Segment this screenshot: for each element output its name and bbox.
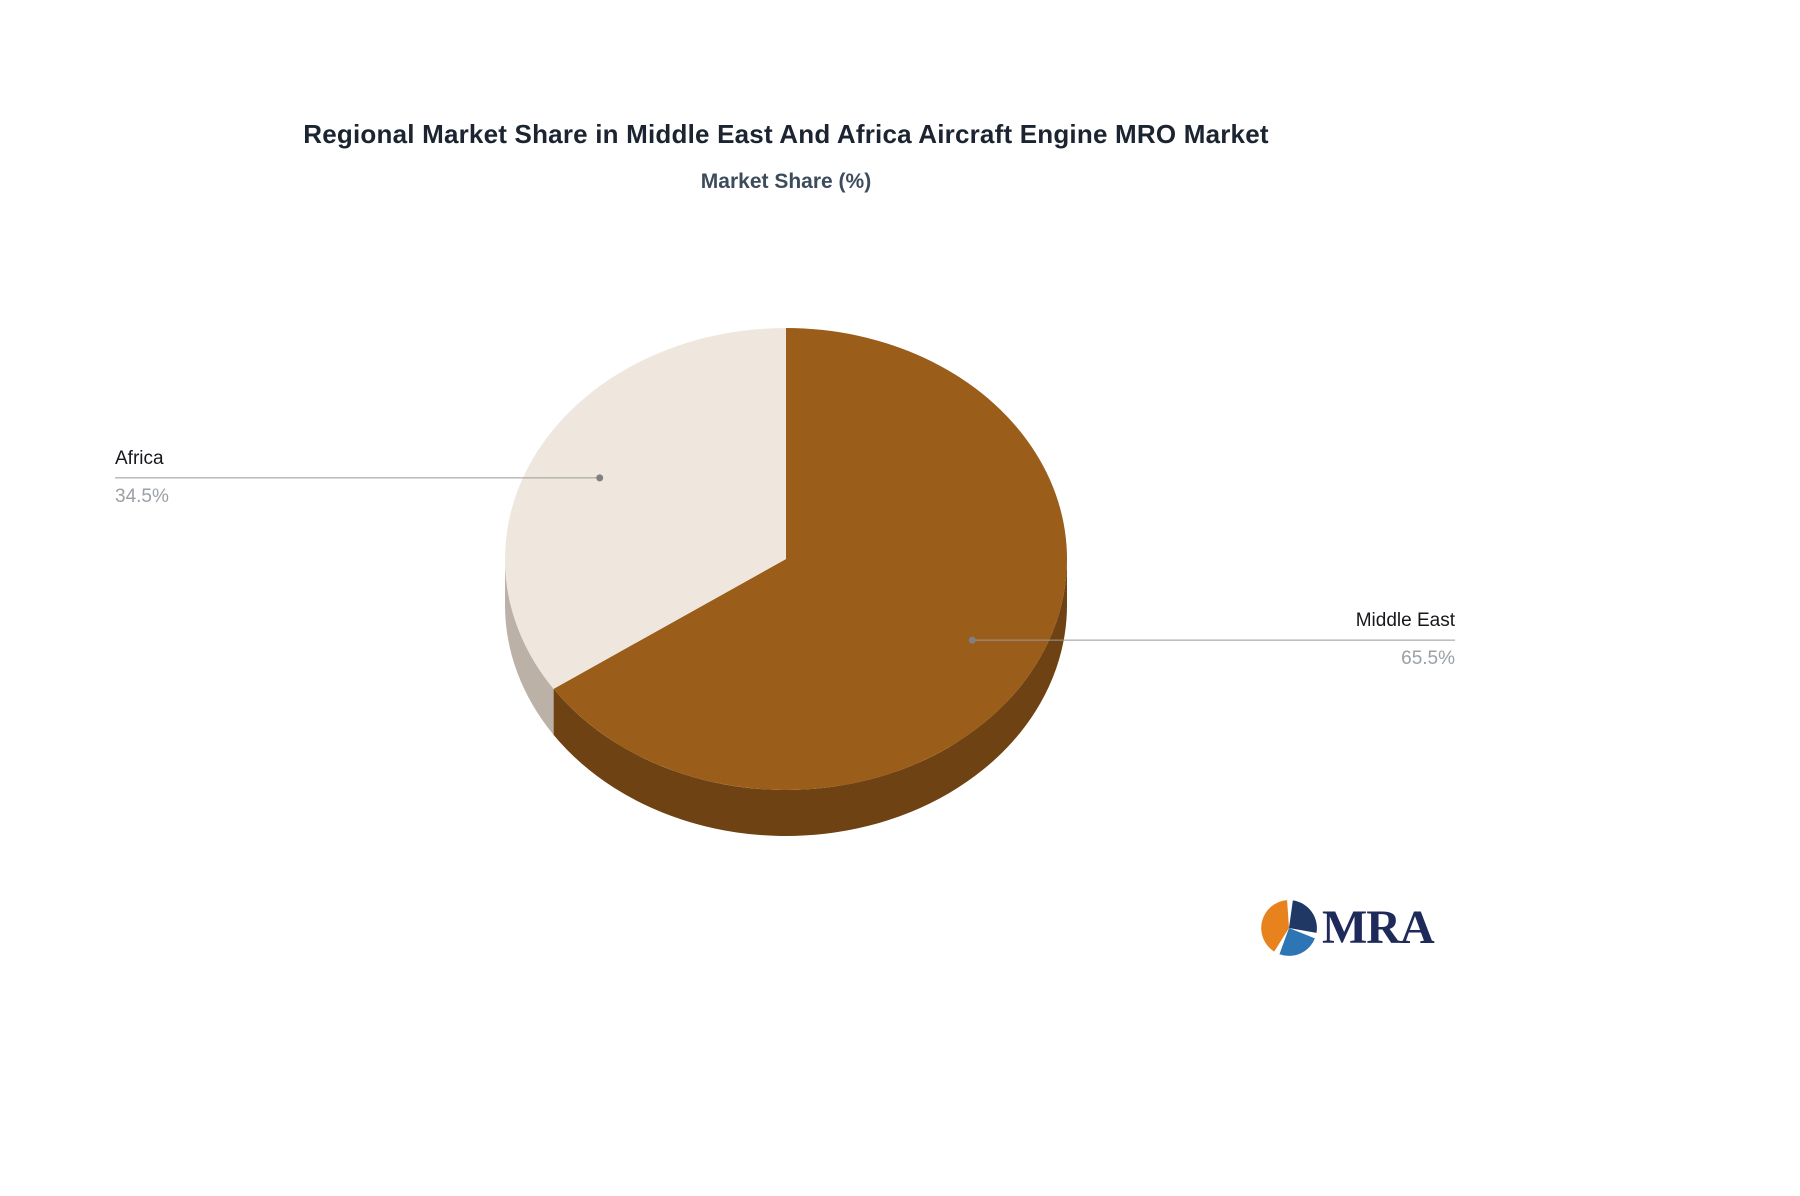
logo-wedge-blue xyxy=(1279,928,1315,956)
chart-title: Regional Market Share in Middle East And… xyxy=(303,119,1269,149)
logo-wedge-orange xyxy=(1261,900,1289,952)
mra-logo-icon xyxy=(1261,900,1317,956)
pie-slice-middle-east[interactable] xyxy=(553,328,1068,790)
pie-slice-middle-east-side xyxy=(553,559,1067,836)
leader-dot-africa xyxy=(596,474,604,482)
pie-slice-africa[interactable] xyxy=(505,328,786,689)
leader-dot-middle-east xyxy=(968,636,976,644)
logo-wedge-navy xyxy=(1289,900,1317,933)
brand-logo: MRA xyxy=(1260,899,1435,957)
chart-subtitle: Market Share (%) xyxy=(700,170,872,193)
logo-text: MRA xyxy=(1322,901,1435,954)
pie-slice-africa-side xyxy=(505,559,554,735)
